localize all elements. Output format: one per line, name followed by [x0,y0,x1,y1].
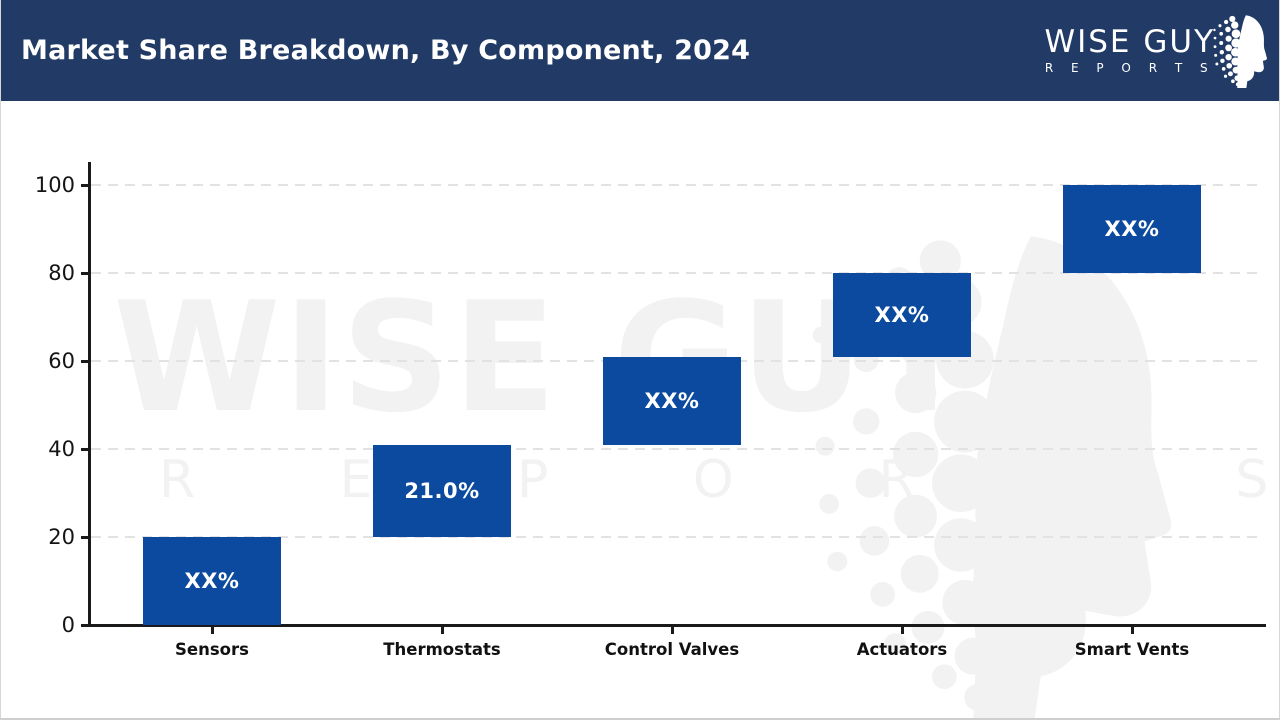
y-axis-tick-label: 80 [48,261,75,285]
y-tick-mark [81,535,88,539]
x-tick-mark [1130,626,1134,634]
bar-value-label: 21.0% [404,478,480,503]
x-tick-mark [670,626,674,634]
y-axis-tick-label: 20 [48,525,75,549]
y-axis-tick-label: 60 [48,349,75,373]
x-axis-category-label: Sensors [175,640,249,659]
x-tick-mark [440,626,444,634]
x-axis-category-label: Thermostats [383,640,501,659]
brand-logo-text: WISE GUY R E P O R T S [1044,26,1215,76]
header-bar: Market Share Breakdown, By Component, 20… [1,0,1279,101]
bar-value-label: XX% [184,569,240,593]
x-axis-category-label: Smart Vents [1074,640,1190,659]
x-axis-category-label: Control Valves [604,640,740,659]
y-tick-mark [81,359,88,363]
brand-logo: WISE GUY R E P O R T S [1044,14,1267,88]
bar-value-label: XX% [1104,217,1160,241]
x-axis-category-label: Actuators [856,640,948,659]
chart-title: Market Share Breakdown, By Component, 20… [21,35,751,66]
x-tick-mark [900,626,904,634]
bar-sensors: XX% [143,537,281,625]
gridline-40 [91,448,1257,450]
y-tick-mark [81,271,88,275]
bar-actuators: XX% [833,273,971,357]
bar-thermostats: 21.0% [373,444,511,537]
x-axis-line [88,623,1266,627]
logo-wordmark: WISE GUY [1044,23,1215,60]
y-axis-tick-label: 0 [61,613,75,637]
y-tick-mark [81,183,88,187]
bar-value-label: XX% [874,302,930,327]
y-axis-tick-label: 100 [34,173,75,197]
watermark-wordmark: WISE GUY [113,269,978,446]
x-tick-mark [210,626,214,634]
logo-subtext: R E P O R T S [1044,61,1215,76]
y-axis-line [88,162,91,627]
gridline-80 [91,272,1257,274]
gridline-100 [91,184,1257,186]
bar-control-valves: XX% [603,356,741,445]
y-tick-mark [81,447,88,451]
bar-smart-vents: XX% [1063,185,1201,273]
y-axis-tick-label: 40 [48,437,75,461]
bar-value-label: XX% [644,388,700,413]
gridline-20 [91,536,1257,538]
logo-head-icon [1213,14,1267,88]
y-tick-mark [81,623,88,627]
